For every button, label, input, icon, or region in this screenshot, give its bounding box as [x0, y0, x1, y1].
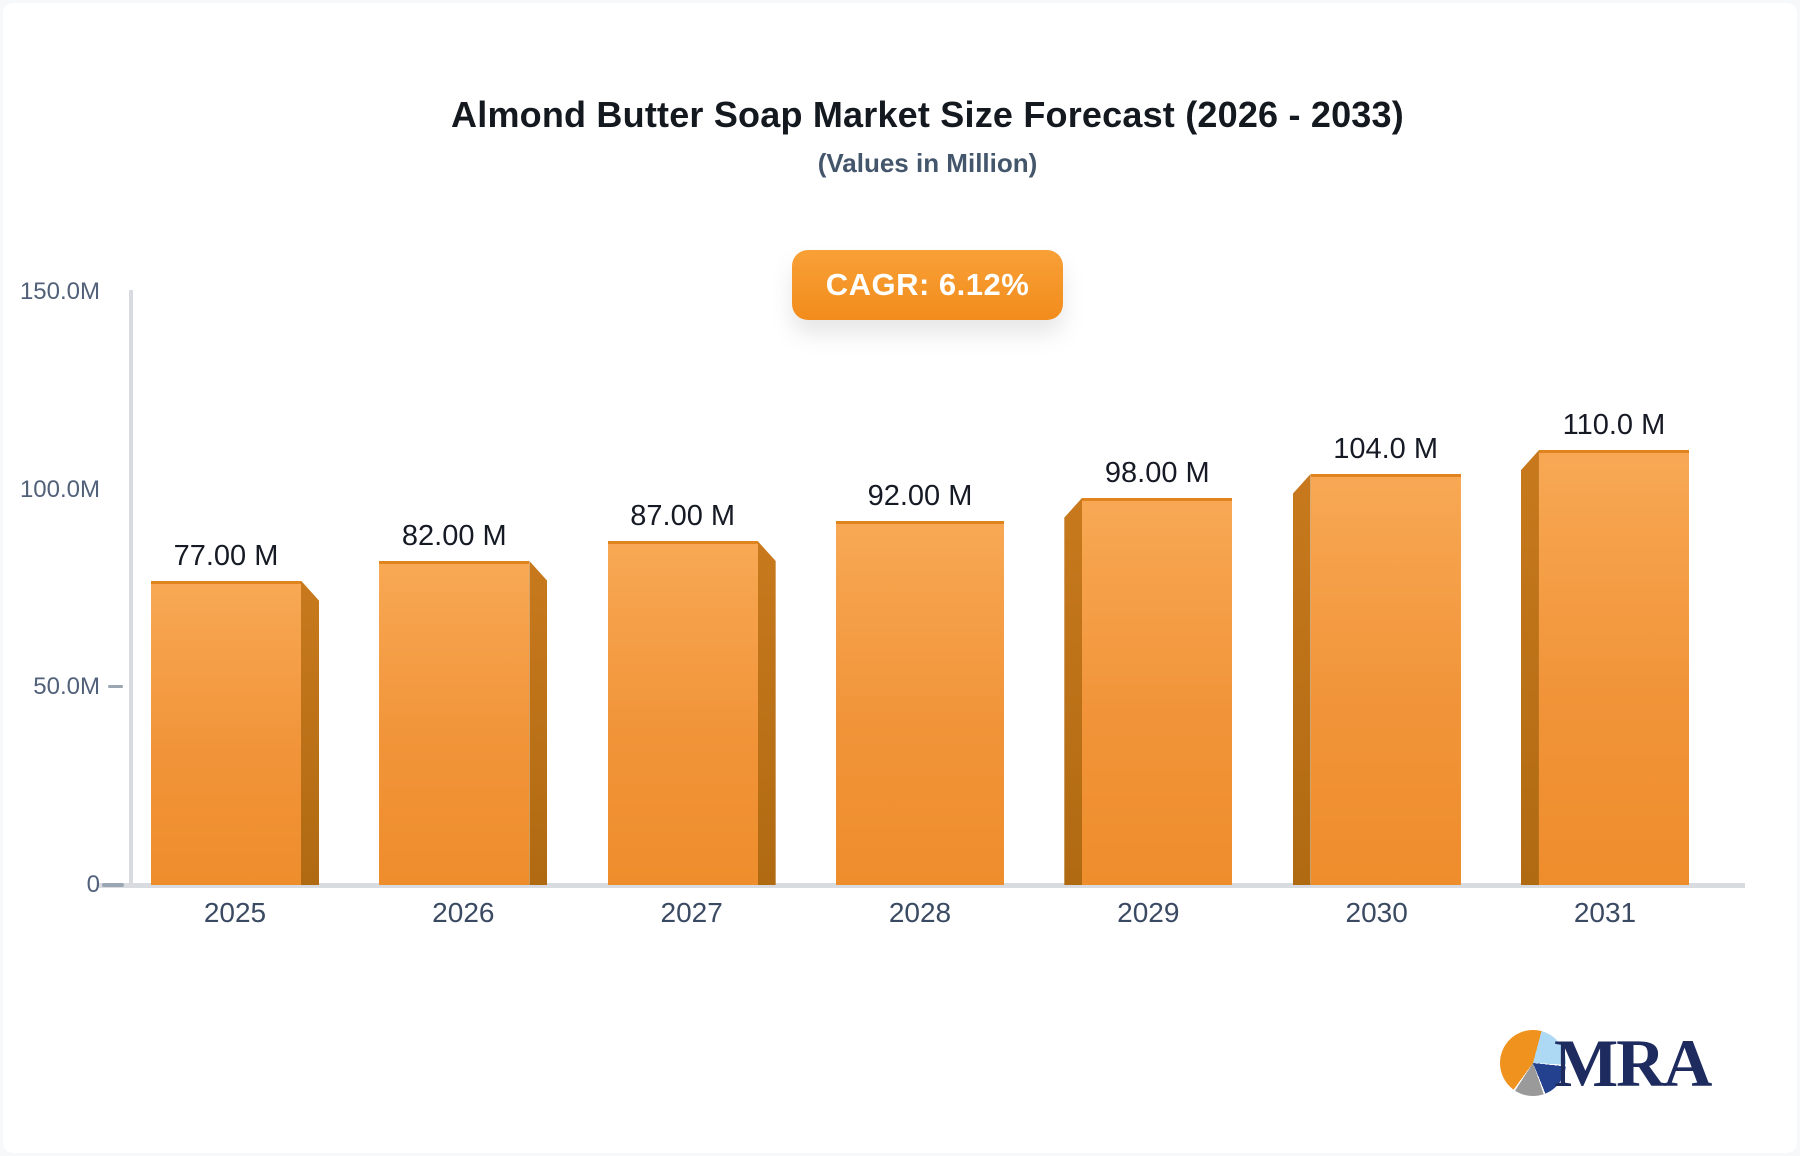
- bar-value-label: 77.00 M: [173, 539, 279, 572]
- bar-3d-side: [529, 560, 548, 885]
- x-axis-label-2031: 2031: [1573, 897, 1637, 928]
- pie-chart-logo-icon: [1500, 1030, 1566, 1096]
- logo-text: MRA: [1554, 1025, 1712, 1101]
- bar-2028[interactable]: [835, 521, 1004, 885]
- x-axis-label-2027: 2027: [660, 897, 723, 928]
- bar-2030[interactable]: [1292, 473, 1461, 885]
- x-axis-label-2028: 2028: [888, 897, 952, 928]
- bar-3d-side: [301, 580, 319, 885]
- y-axis-tick-mark: [102, 883, 124, 887]
- bar-face: [379, 560, 530, 885]
- bar-3d-side: [1064, 497, 1083, 885]
- bar-value-label: 92.00 M: [867, 480, 973, 513]
- chart-subtitle: (Values in Million): [817, 148, 1038, 178]
- y-axis-tick-label: 0: [86, 871, 100, 898]
- mra-logo: MRA: [1500, 1025, 1712, 1101]
- x-axis-label-2025: 2025: [203, 897, 267, 928]
- bar-value-label: 104.0 M: [1333, 432, 1439, 465]
- y-axis-tick-mark: [108, 685, 123, 689]
- bar-value-label: 98.00 M: [1104, 456, 1210, 489]
- bar-face: [1082, 497, 1233, 885]
- bar-value-label: 87.00 M: [630, 500, 736, 533]
- bar-2027[interactable]: [607, 541, 776, 885]
- x-axis-label-2030: 2030: [1345, 897, 1408, 928]
- bar-value-label: 110.0 M: [1562, 409, 1666, 442]
- bar-3d-side: [1292, 473, 1311, 885]
- bar-face: [1538, 450, 1689, 885]
- bar-face: [607, 541, 758, 885]
- bar-value-label: 82.00 M: [401, 519, 507, 552]
- bar-2029[interactable]: [1064, 497, 1233, 885]
- y-axis-tick-label: 50.0M: [33, 673, 100, 701]
- x-axis-label-2026: 2026: [432, 897, 495, 928]
- bar-face: [1310, 473, 1461, 885]
- cagr-badge: CAGR: 6.12%: [791, 250, 1064, 320]
- x-axis-label-2029: 2029: [1117, 897, 1180, 928]
- cagr-badge-row: CAGR: 6.12%: [55, 250, 1800, 320]
- bar-2025[interactable]: [151, 580, 319, 885]
- chart-title: Almond Butter Soap Market Size Forecast …: [451, 94, 1404, 135]
- y-axis-tick-label: 150.0M: [19, 278, 100, 305]
- y-axis-tick-label: 100.0M: [19, 475, 100, 503]
- bar-face: [151, 580, 301, 885]
- bar-2031[interactable]: [1520, 450, 1689, 885]
- bar-2026[interactable]: [379, 560, 548, 885]
- x-axis-baseline: [98, 883, 1745, 888]
- y-axis-line: [129, 290, 133, 888]
- bar-3d-side: [1520, 450, 1539, 885]
- bar-3d-side: [757, 541, 776, 885]
- bar-face: [835, 521, 1004, 885]
